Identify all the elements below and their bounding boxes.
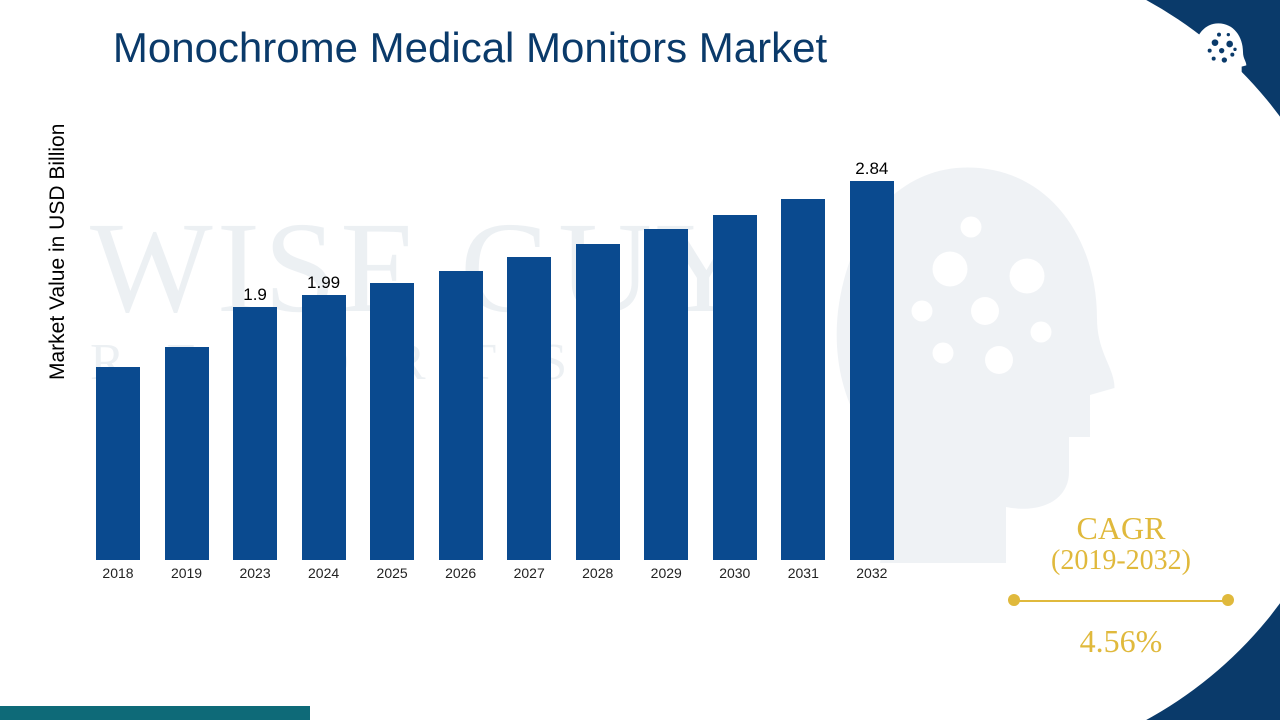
bar	[644, 229, 688, 560]
x-tick: 2027	[501, 565, 557, 581]
bottom-strip	[0, 706, 310, 720]
logo-line2: REPORTS	[997, 70, 1170, 86]
bar-slot	[570, 244, 626, 560]
bar-slot	[638, 229, 694, 560]
x-tick: 2023	[227, 565, 283, 581]
bar-slot	[775, 199, 831, 560]
bar-value-label: 1.9	[227, 285, 283, 305]
bar-slot: 1.9	[227, 307, 283, 560]
bar-slot	[364, 283, 420, 560]
bar	[439, 271, 483, 560]
logo-line1: WISE GUY	[997, 34, 1170, 68]
head-icon	[1180, 20, 1250, 100]
bar	[96, 367, 140, 560]
x-tick: 2030	[707, 565, 763, 581]
chart-title: Monochrome Medical Monitors Market	[60, 24, 880, 72]
bar	[233, 307, 277, 560]
plot-area: 1.91.992.84	[90, 160, 900, 560]
x-tick: 2029	[638, 565, 694, 581]
bar-slot: 1.99	[296, 295, 352, 560]
bar-slot: 2.84	[844, 181, 900, 560]
cagr-label: CAGR	[1006, 511, 1236, 546]
x-tick: 2032	[844, 565, 900, 581]
bar-slot	[159, 347, 215, 560]
cagr-block: CAGR (2019-2032) 4.56%	[1006, 511, 1236, 660]
x-tick: 2025	[364, 565, 420, 581]
bar-value-label: 1.99	[296, 273, 352, 293]
x-tick: 2019	[159, 565, 215, 581]
x-tick: 2024	[296, 565, 352, 581]
y-axis-label: Market Value in USD Billion	[46, 124, 70, 380]
bar	[576, 244, 620, 560]
x-tick: 2026	[433, 565, 489, 581]
bar-slot	[501, 257, 557, 560]
bar-slot	[90, 367, 146, 560]
bar-chart: 1.91.992.84 2018201920232024202520262027…	[90, 160, 900, 600]
x-tick: 2031	[775, 565, 831, 581]
bar-slot	[433, 271, 489, 560]
cagr-value: 4.56%	[1006, 623, 1236, 660]
bar-value-label: 2.84	[844, 159, 900, 179]
bar	[302, 295, 346, 560]
brand-logo: WISE GUY REPORTS	[997, 20, 1250, 100]
cagr-range: (2019-2032)	[1006, 546, 1236, 577]
bar	[713, 215, 757, 560]
x-tick: 2018	[90, 565, 146, 581]
chart-canvas: WISE GUY REPORTS Monochrome Medical Moni…	[0, 0, 1280, 720]
cagr-divider	[1014, 591, 1228, 609]
bar	[850, 181, 894, 560]
bar	[781, 199, 825, 560]
x-axis-ticks: 2018 2019 2023 2024 2025 2026 2027 2028 2029 2030…	[90, 565, 900, 581]
x-tick: 2028	[570, 565, 626, 581]
bar	[165, 347, 209, 560]
bar	[370, 283, 414, 560]
bar-slot	[707, 215, 763, 560]
bar	[507, 257, 551, 560]
